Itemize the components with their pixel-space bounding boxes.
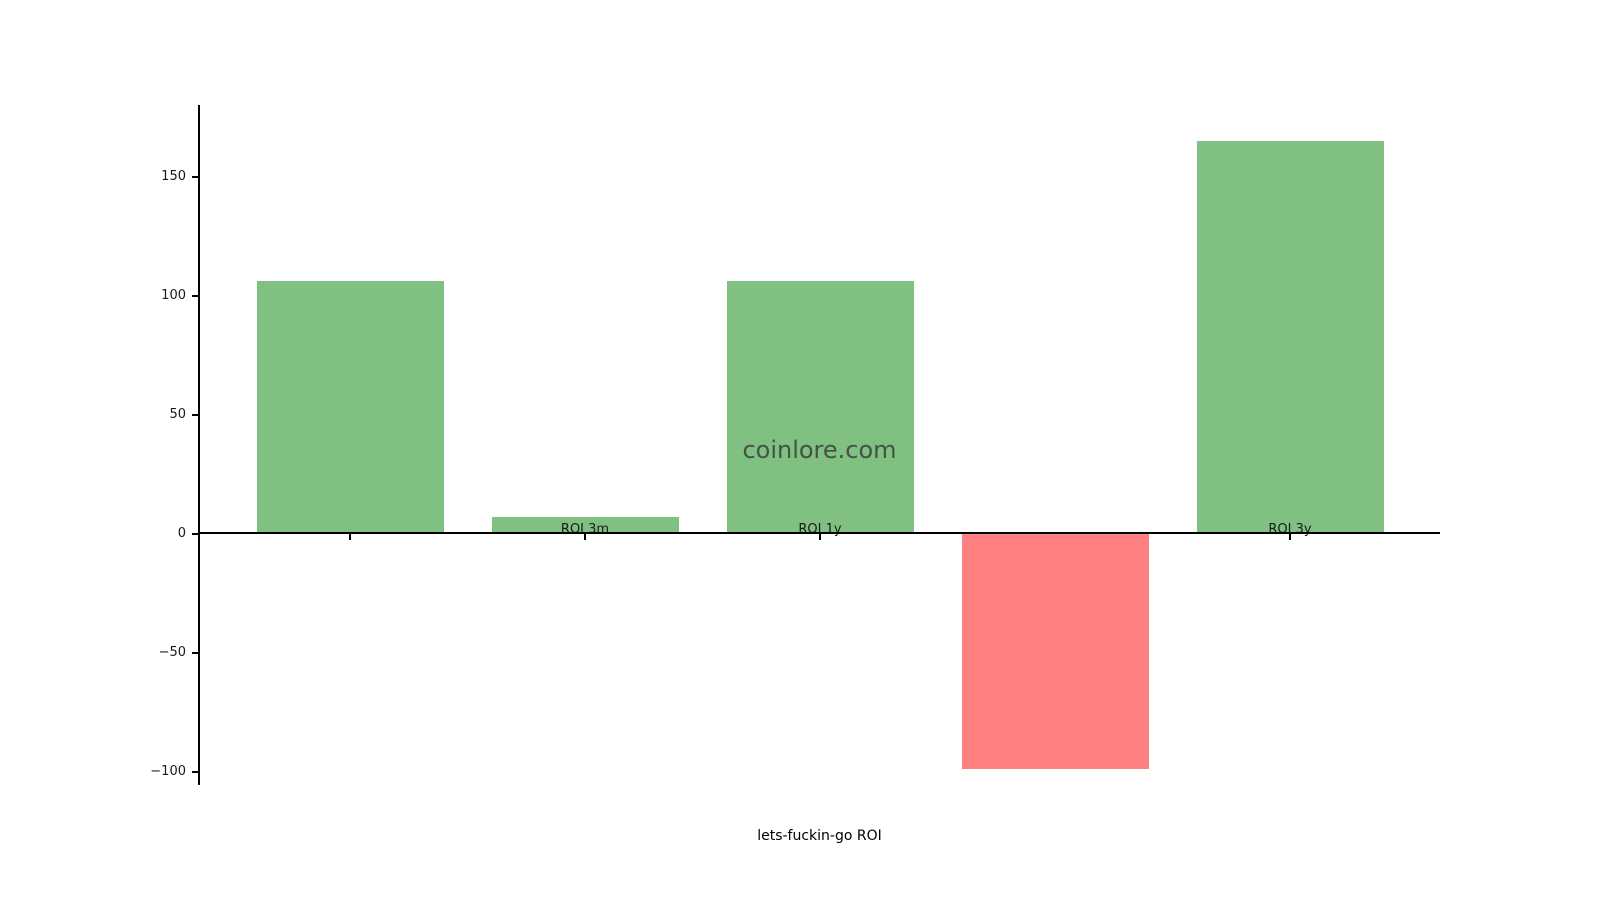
chart-title: lets-fuckin-go ROI (757, 828, 882, 844)
y-tick-mark (192, 413, 199, 416)
x-tick-mark (584, 534, 586, 540)
y-tick-label: 0 (177, 525, 186, 541)
y-axis-line (198, 105, 200, 785)
x-tick-label: ROI 3y (1268, 522, 1312, 537)
y-tick-mark (192, 532, 199, 535)
y-tick-label: 100 (161, 287, 186, 303)
y-tick-mark (192, 175, 199, 178)
roi-bar (491, 516, 679, 534)
x-tick-label (280, 522, 420, 538)
x-tick-mark (1289, 534, 1291, 540)
x-tick-label (985, 522, 1125, 538)
y-tick-label: 150 (161, 168, 186, 184)
y-tick-label: 50 (169, 406, 186, 422)
x-tick-label: ROI 1y (798, 522, 842, 537)
roi-bar (961, 533, 1149, 770)
y-tick-mark (192, 770, 199, 773)
roi-bar (1196, 140, 1384, 534)
watermark-text: coinlore.com (742, 436, 897, 464)
y-tick-label: −100 (150, 763, 186, 779)
y-tick-label: −50 (158, 644, 186, 660)
y-tick-mark (192, 651, 199, 654)
x-tick-mark (819, 534, 821, 540)
x-axis-line (198, 532, 1440, 534)
x-tick-label: ROI 3m (560, 522, 610, 537)
x-tick-mark (349, 534, 351, 540)
roi-bar (726, 281, 914, 534)
y-tick-mark (192, 294, 199, 297)
roi-bar (256, 281, 444, 534)
